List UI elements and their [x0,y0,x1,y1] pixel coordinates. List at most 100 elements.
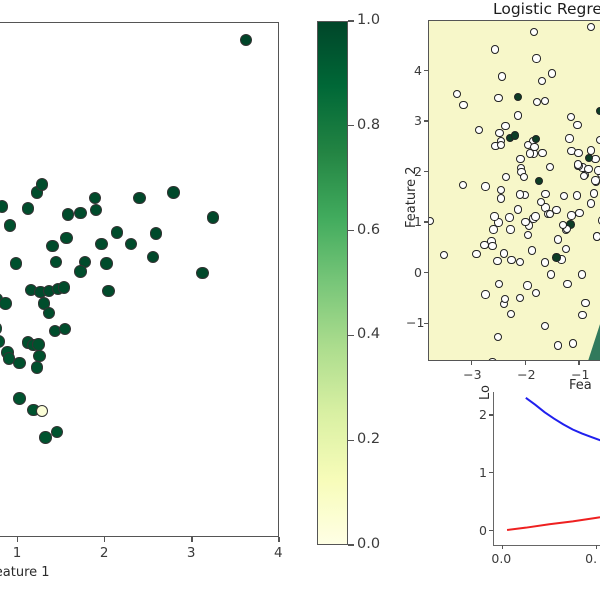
logreg-scatter-point [524,231,533,240]
colorbar-ticklabel: 1.0 [357,12,381,28]
logreg-scatter-point [490,212,499,221]
logloss-left-spine [493,392,495,545]
logloss-xticklabel: 0. [585,551,598,566]
scatter-point [0,200,9,213]
colorbar-tick [348,230,354,232]
logreg-scatter-point [574,148,583,158]
logreg-scatter-point [490,45,499,54]
scatter-point [13,356,26,370]
scatter-point [124,237,138,251]
scatter-point [150,227,163,240]
scatter-point [74,206,87,220]
scatter-point [42,307,56,320]
probability-colorbar [317,21,348,545]
logreg-scatter-point [554,341,563,350]
logreg-scatter-point [531,134,540,143]
scatter-point [0,297,12,310]
logreg-xticklabel: −2 [517,367,536,382]
scatter-point [39,431,52,444]
logreg-scatter-point [532,98,542,107]
logreg-scatter-point [575,208,584,218]
logreg-scatter-point [481,182,490,191]
logreg-scatter-point [515,190,524,199]
logreg-scatter-point [586,199,595,208]
main-scatter-xtick [17,537,19,542]
main-scatter-plot-area [0,22,279,537]
logloss-plot-area [493,392,600,545]
logreg-scatter-point [567,112,576,122]
logloss-bottom-spine [493,545,600,547]
logloss-curve [506,516,600,531]
logreg-scatter-point [552,253,561,262]
colorbar-tick [348,544,354,546]
logloss-xtick [595,545,597,549]
main-scatter-xtick [278,537,280,542]
logreg-scatter-point [540,321,549,330]
scatter-point [3,219,17,232]
logreg-scatter-point [506,309,516,319]
logreg-scatter-point [541,189,550,199]
logreg-scatter-point [584,165,593,174]
logreg-scatter-point [547,270,556,279]
scatter-point [196,267,209,280]
logreg-scatter-point [501,172,511,182]
logreg-yticklabel: 2 [414,163,422,179]
logloss-yticklabel: 1 [479,464,487,480]
logreg-scatter-point [474,125,484,135]
logloss-axes [493,392,600,545]
logreg-scatter-point [519,172,529,181]
logreg-scatter-point [452,89,462,99]
logreg-ytick [424,322,428,324]
main-scatter-xticklabel: 2 [99,545,109,561]
logreg-scatter-point [516,154,525,163]
logreg-scatter-point [553,235,562,244]
logreg-scatter-point [559,191,569,201]
scatter-point [146,251,159,264]
scatter-point [239,33,253,46]
logreg-scatter-point [591,176,600,185]
main-scatter-xticklabel: 4 [274,545,283,561]
logreg-scatter-point [507,255,516,265]
logreg-scatter-point [488,358,497,361]
colorbar-ticklabel: 0.8 [357,116,381,133]
logreg-scatter-point [545,209,555,219]
logreg-scatter-point [525,149,534,158]
logreg-scatter-point [567,211,576,220]
scatter-point [89,191,102,204]
logreg-scatter-point [548,69,557,78]
logreg-scatter-point [531,288,540,297]
logreg-xtick [524,361,526,365]
scatter-point [49,255,63,268]
logreg-scatter-point [513,205,523,214]
scatter-point [95,237,108,251]
logreg-scatter-point [527,246,537,255]
logreg-scatter-point [494,93,503,103]
scatter-point [9,257,23,270]
logreg-scatter-point [594,166,600,175]
logloss-curve [525,396,600,442]
scatter-point [110,226,124,239]
colorbar-ticklabel: 0.4 [357,326,381,343]
colorbar-tick [348,20,354,22]
scatter-point [60,231,73,244]
logreg-scatter-point [586,22,596,32]
logreg-axes [428,20,600,361]
logloss-yticklabel: 0 [479,522,487,538]
logreg-axes-frame [428,20,600,361]
colorbar-tick [348,439,354,441]
logreg-ytick [424,170,428,173]
logreg-ytick [424,271,428,274]
logloss-xticklabel: 0.0 [491,551,512,566]
logreg-yticklabel: 4 [414,62,422,78]
logreg-scatter-point [535,176,544,186]
logreg-scatter-point [428,216,435,225]
logreg-scatter-point [472,249,481,259]
logreg-scatter-point [559,220,568,229]
logreg-scatter-point [579,171,589,180]
logreg-scatter-point [515,257,525,267]
logreg-scatter-point [496,194,505,203]
scatter-point [30,361,44,374]
scatter-point [50,426,64,439]
logreg-scatter-point [480,240,489,250]
logreg-scatter-point [598,216,600,225]
